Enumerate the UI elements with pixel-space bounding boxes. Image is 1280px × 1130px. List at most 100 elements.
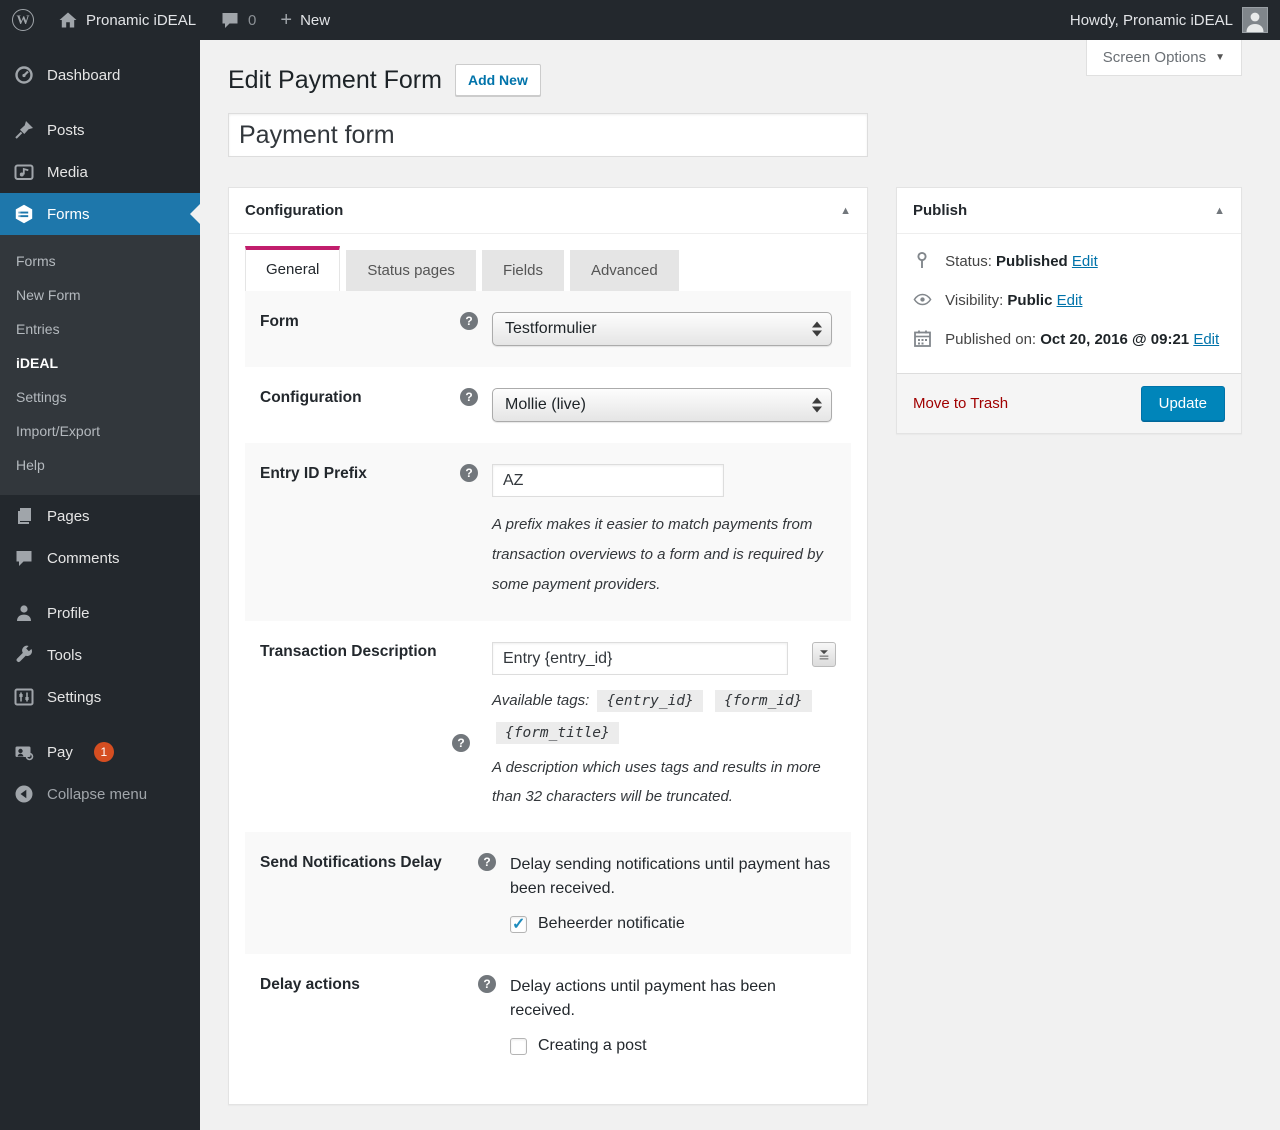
- field-label: Transaction Description: [260, 643, 437, 660]
- submenu-item-entries[interactable]: Entries: [16, 321, 60, 337]
- submenu-item-forms[interactable]: Forms: [16, 253, 56, 269]
- admin-sidebar: Dashboard Posts Media Forms Forms New Fo…: [0, 40, 200, 1130]
- admin-content: Screen Options ▼ Edit Payment Form Add N…: [200, 40, 1280, 1130]
- new-content-menu[interactable]: + New: [280, 10, 331, 30]
- setting-row-entry-id-prefix: Entry ID Prefix ? A prefix makes it easi…: [245, 443, 851, 621]
- help-icon[interactable]: ?: [460, 464, 478, 482]
- edit-published-on-link[interactable]: Edit: [1193, 331, 1220, 348]
- help-icon[interactable]: ?: [460, 388, 478, 406]
- setting-row-delay-actions: Delay actions ? Delay actions until paym…: [245, 954, 851, 1076]
- tab-advanced[interactable]: Advanced: [569, 250, 679, 291]
- metabox-title: Configuration: [245, 202, 344, 219]
- settings-sliders-icon: [14, 687, 34, 707]
- entry-id-prefix-input[interactable]: [492, 464, 724, 497]
- tag-form-id[interactable]: {form_id}: [714, 690, 812, 712]
- sidebar-item-tools[interactable]: Tools: [0, 634, 200, 676]
- checkbox-label: Beheerder notificatie: [538, 915, 685, 932]
- help-icon[interactable]: ?: [478, 975, 496, 993]
- comments-shortcut[interactable]: 0: [220, 10, 256, 30]
- status-value: Published: [996, 253, 1068, 270]
- move-to-trash-link[interactable]: Move to Trash: [913, 395, 1009, 412]
- avatar[interactable]: [1242, 7, 1268, 33]
- status-row: Status: Published Edit: [913, 250, 1225, 274]
- wrench-icon: [14, 645, 34, 665]
- sidebar-item-label: Tools: [47, 646, 83, 664]
- sidebar-item-pay[interactable]: Pay 1: [0, 731, 200, 773]
- sidebar-item-dashboard[interactable]: Dashboard: [0, 54, 200, 96]
- tag-form-title[interactable]: {form_title}: [496, 722, 619, 744]
- sidebar-item-label: Pages: [47, 507, 90, 525]
- screen-options-tab[interactable]: Screen Options ▼: [1085, 40, 1242, 76]
- tab-general[interactable]: General: [245, 246, 341, 291]
- help-icon[interactable]: ?: [478, 853, 496, 871]
- visibility-row: Visibility: Public Edit: [913, 289, 1225, 313]
- visibility-value: Public: [1007, 292, 1053, 309]
- collapse-metabox-icon[interactable]: ▲: [840, 204, 851, 217]
- site-name: Pronamic iDEAL: [86, 11, 197, 29]
- forms-submenu: Forms New Form Entries iDEAL Settings Im…: [0, 235, 200, 495]
- help-icon[interactable]: ?: [452, 733, 470, 752]
- add-new-button[interactable]: Add New: [454, 64, 541, 96]
- sidebar-item-media[interactable]: Media: [0, 151, 200, 193]
- select-arrows-icon: [812, 397, 822, 413]
- merge-tags-button[interactable]: [812, 642, 836, 667]
- tab-status-pages[interactable]: Status pages: [346, 250, 476, 291]
- sidebar-item-comments[interactable]: Comments: [0, 537, 200, 579]
- wordpress-logo-icon: W: [12, 9, 34, 31]
- published-on-row: Published on: Oct 20, 2016 @ 09:21 Edit: [913, 328, 1225, 352]
- howdy-account-menu[interactable]: Howdy, Pronamic iDEAL: [1069, 11, 1233, 29]
- media-icon: [14, 162, 34, 182]
- update-button[interactable]: Update: [1140, 386, 1225, 421]
- help-icon[interactable]: ?: [460, 312, 478, 330]
- chevron-down-icon: ▼: [1215, 52, 1225, 63]
- publish-metabox: Publish ▲ Status: Published Edit: [896, 187, 1242, 434]
- configuration-select[interactable]: Mollie (live): [492, 388, 832, 422]
- sidebar-item-pages[interactable]: Pages: [0, 495, 200, 537]
- edit-visibility-link[interactable]: Edit: [1056, 292, 1083, 309]
- submenu-item-ideal[interactable]: iDEAL: [16, 355, 58, 371]
- published-on-value: Oct 20, 2016 @ 09:21: [1040, 331, 1190, 348]
- page-title: Edit Payment Form: [228, 65, 442, 94]
- field-label: Send Notifications Delay: [260, 854, 442, 871]
- delay-action-checkbox[interactable]: [510, 1037, 527, 1055]
- gravity-forms-icon: [14, 204, 34, 224]
- notification-checkbox[interactable]: [510, 914, 527, 934]
- sidebar-item-label: Settings: [47, 688, 102, 706]
- field-text: Delay actions until payment has been rec…: [510, 978, 776, 1019]
- tag-entry-id[interactable]: {entry_id}: [597, 690, 703, 712]
- sidebar-item-forms[interactable]: Forms: [0, 193, 200, 235]
- collapse-metabox-icon[interactable]: ▲: [1214, 204, 1225, 217]
- edit-status-link[interactable]: Edit: [1071, 253, 1098, 270]
- sidebar-item-label: Posts: [47, 121, 85, 139]
- sidebar-item-profile[interactable]: Profile: [0, 592, 200, 634]
- pin-status-icon: [913, 251, 932, 270]
- sidebar-item-collapse-menu[interactable]: Collapse menu: [0, 773, 200, 815]
- field-label: Configuration: [260, 389, 362, 406]
- comments-count: 0: [248, 11, 257, 29]
- home-icon: [58, 10, 78, 30]
- tab-fields[interactable]: Fields: [481, 250, 564, 291]
- setting-row-send-notifications-delay: Send Notifications Delay ? Delay sending…: [245, 832, 851, 954]
- available-tags: Available tags: {entry_id} {form_id} {fo…: [492, 685, 836, 749]
- sidebar-item-settings[interactable]: Settings: [0, 676, 200, 718]
- submenu-item-import-export[interactable]: Import/Export: [16, 423, 101, 439]
- sidebar-item-label: Pay: [47, 743, 73, 761]
- site-link[interactable]: Pronamic iDEAL: [58, 10, 196, 30]
- merge-tags-icon: [819, 649, 829, 660]
- submenu-item-help[interactable]: Help: [16, 457, 45, 473]
- pushpin-icon: [14, 120, 34, 140]
- transaction-description-input[interactable]: [492, 642, 788, 675]
- field-label: Entry ID Prefix: [260, 465, 367, 482]
- comment-bubble-icon: [220, 10, 240, 30]
- submenu-item-settings[interactable]: Settings: [16, 389, 67, 405]
- sidebar-item-posts[interactable]: Posts: [0, 109, 200, 151]
- new-label: New: [300, 11, 331, 29]
- sidebar-item-label: Dashboard: [47, 66, 121, 84]
- post-title-input[interactable]: [228, 113, 868, 157]
- person-silhouette-icon: [1246, 12, 1264, 32]
- form-select[interactable]: Testformulier: [492, 312, 832, 346]
- collapse-arrow-icon: [14, 784, 34, 804]
- submenu-item-new-form[interactable]: New Form: [16, 287, 81, 303]
- wordpress-menu[interactable]: W: [12, 9, 34, 31]
- person-icon: [14, 603, 34, 623]
